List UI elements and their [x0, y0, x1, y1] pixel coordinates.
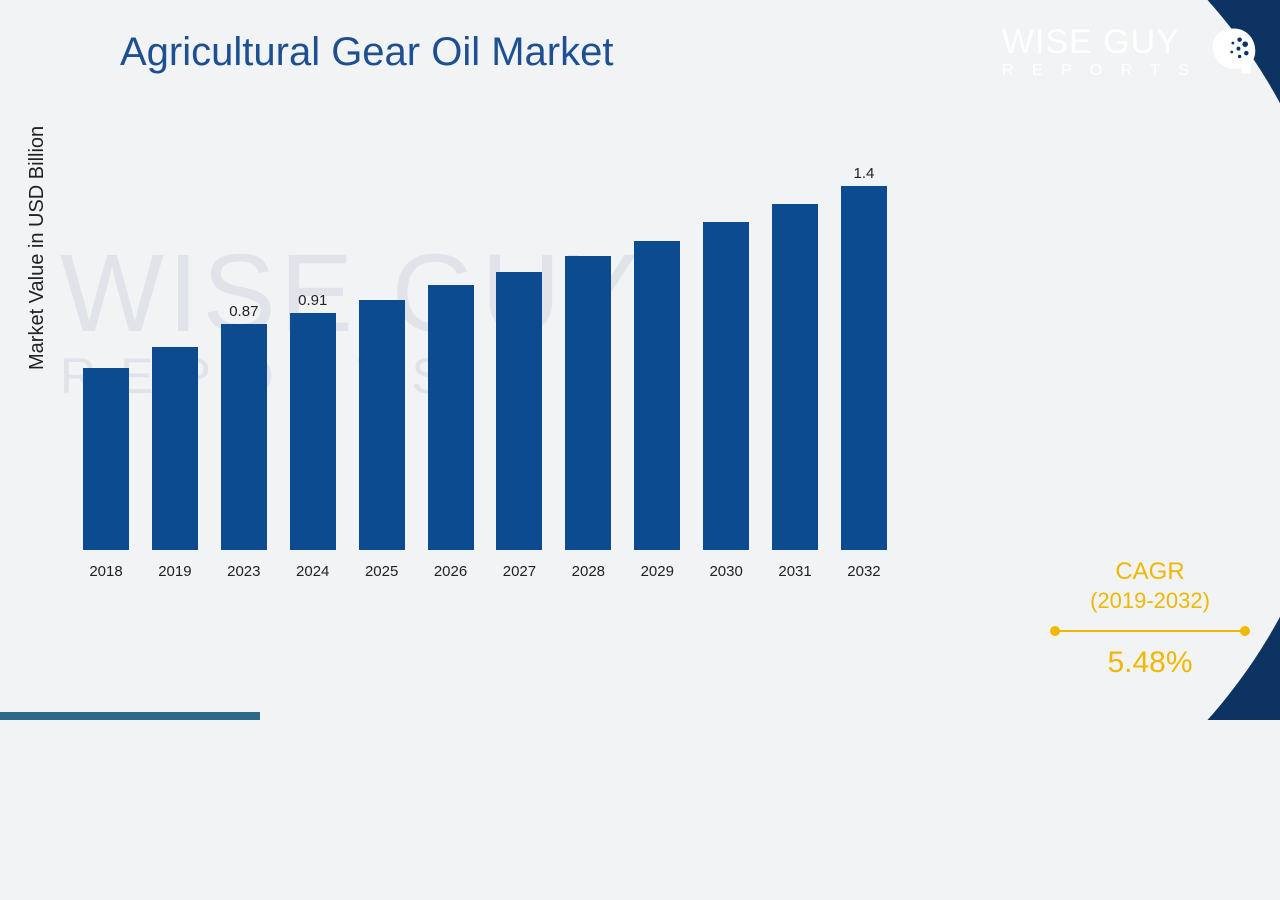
bar — [83, 368, 129, 550]
brand-logo: WISE GUY R E P O R T S — [1002, 24, 1262, 80]
brand-main: WISE GUY — [1002, 25, 1180, 59]
x-tick-label: 2032 — [836, 563, 892, 580]
bar — [703, 222, 749, 550]
cagr-range: (2019-2032) — [1020, 588, 1280, 614]
bar — [496, 272, 542, 550]
x-tick-label: 2029 — [629, 563, 685, 580]
x-tick-label: 2030 — [698, 563, 754, 580]
x-tick-label: 2031 — [767, 563, 823, 580]
x-tick-label: 2027 — [491, 563, 547, 580]
bar-chart: 0.870.911.4 2018201920232024202520262027… — [70, 160, 900, 580]
bar-slot: 1.4 — [836, 186, 892, 550]
bar-slot — [354, 300, 410, 550]
head-icon — [1206, 24, 1262, 80]
x-tick-label: 2019 — [147, 563, 203, 580]
cagr-divider — [1055, 630, 1245, 632]
bar — [290, 313, 336, 550]
bar — [772, 204, 818, 550]
bar-value-label: 1.4 — [854, 165, 875, 182]
bar — [152, 347, 198, 550]
bottom-accent-bar — [0, 712, 260, 720]
x-tick-label: 2028 — [560, 563, 616, 580]
bar-slot — [491, 272, 547, 550]
bar-slot — [423, 285, 479, 550]
bar-slot — [147, 347, 203, 550]
bar — [428, 285, 474, 550]
bar-slot — [629, 241, 685, 550]
brand-sub: R E P O R T S — [1002, 63, 1196, 79]
x-tick-label: 2018 — [78, 563, 134, 580]
cagr-block: CAGR (2019-2032) 5.48% — [1020, 558, 1280, 680]
bar-slot — [78, 368, 134, 550]
chart-title: Agricultural Gear Oil Market — [120, 30, 613, 75]
bar — [634, 241, 680, 550]
cagr-value: 5.48% — [1020, 646, 1280, 680]
bar — [359, 300, 405, 550]
bar — [565, 256, 611, 550]
cagr-label: CAGR — [1020, 558, 1280, 586]
right-content: WISE GUY R E P O R T S CAGR (2019-2032) … — [960, 0, 1280, 720]
x-tick-label: 2026 — [423, 563, 479, 580]
bar-slot — [560, 256, 616, 550]
bar-slot: 0.87 — [216, 324, 272, 550]
bar-slot — [767, 204, 823, 550]
bar — [841, 186, 887, 550]
bar-slot: 0.91 — [285, 313, 341, 550]
x-tick-label: 2025 — [354, 563, 410, 580]
x-tick-label: 2023 — [216, 563, 272, 580]
bar-slot — [698, 222, 754, 550]
bar-value-label: 0.87 — [229, 303, 258, 320]
bar — [221, 324, 267, 550]
x-tick-label: 2024 — [285, 563, 341, 580]
bar-value-label: 0.91 — [298, 292, 327, 309]
y-axis-label: Market Value in USD Billion — [26, 126, 49, 370]
